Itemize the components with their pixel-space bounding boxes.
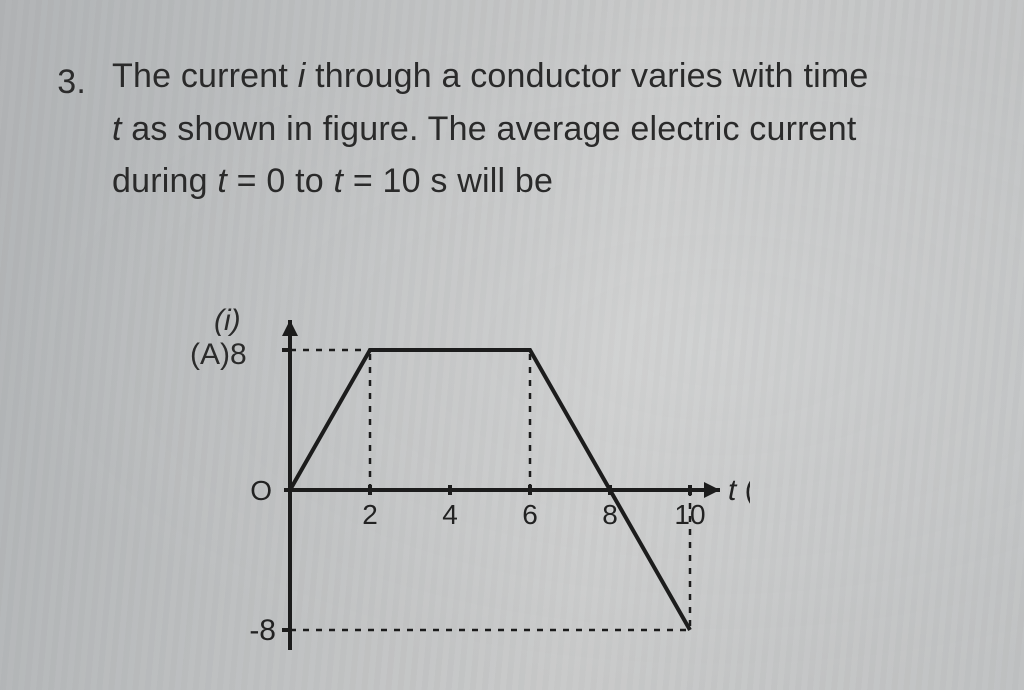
origin-label: O <box>250 475 272 506</box>
question-block: 3. The current i through a conductor var… <box>40 50 964 208</box>
y-tick-label-neg: -8 <box>249 614 276 647</box>
y-axis-arrow-icon <box>282 320 298 336</box>
x-tick-label: 8 <box>602 499 618 530</box>
variable-t: t <box>217 162 227 200</box>
question-line-2: t as shown in figure. The average electr… <box>112 103 964 156</box>
question-line-3: during t = 0 to t = 10 s will be <box>112 155 964 208</box>
text-fragment: = 0 to <box>227 162 334 200</box>
question-number: 3. <box>38 56 86 109</box>
variable-t: t <box>112 110 122 148</box>
x-tick-label: 4 <box>442 499 458 530</box>
text-fragment: The current <box>112 57 298 95</box>
x-tick-label: 10 <box>674 499 705 530</box>
current-time-chart: 2 4 6 8 10 O -8 t (s) <box>190 300 750 680</box>
text-fragment: during <box>112 162 217 200</box>
text-fragment: through a conductor varies with time <box>305 57 868 95</box>
question-text: The current i through a conductor varies… <box>112 50 964 208</box>
question-line-1: The current i through a conductor varies… <box>112 50 964 103</box>
x-axis-arrow-icon <box>704 482 720 498</box>
x-tick-label: 6 <box>522 499 538 530</box>
text-fragment: = 10 s will be <box>343 162 553 200</box>
x-tick-label: 2 <box>362 499 378 530</box>
variable-t: t <box>334 162 344 200</box>
x-axis-label: t (s) <box>728 474 750 507</box>
chart-container: (i) (A)8 246810O-8t (s) <box>190 300 750 680</box>
text-fragment: as shown in figure. The average electric… <box>122 110 857 148</box>
